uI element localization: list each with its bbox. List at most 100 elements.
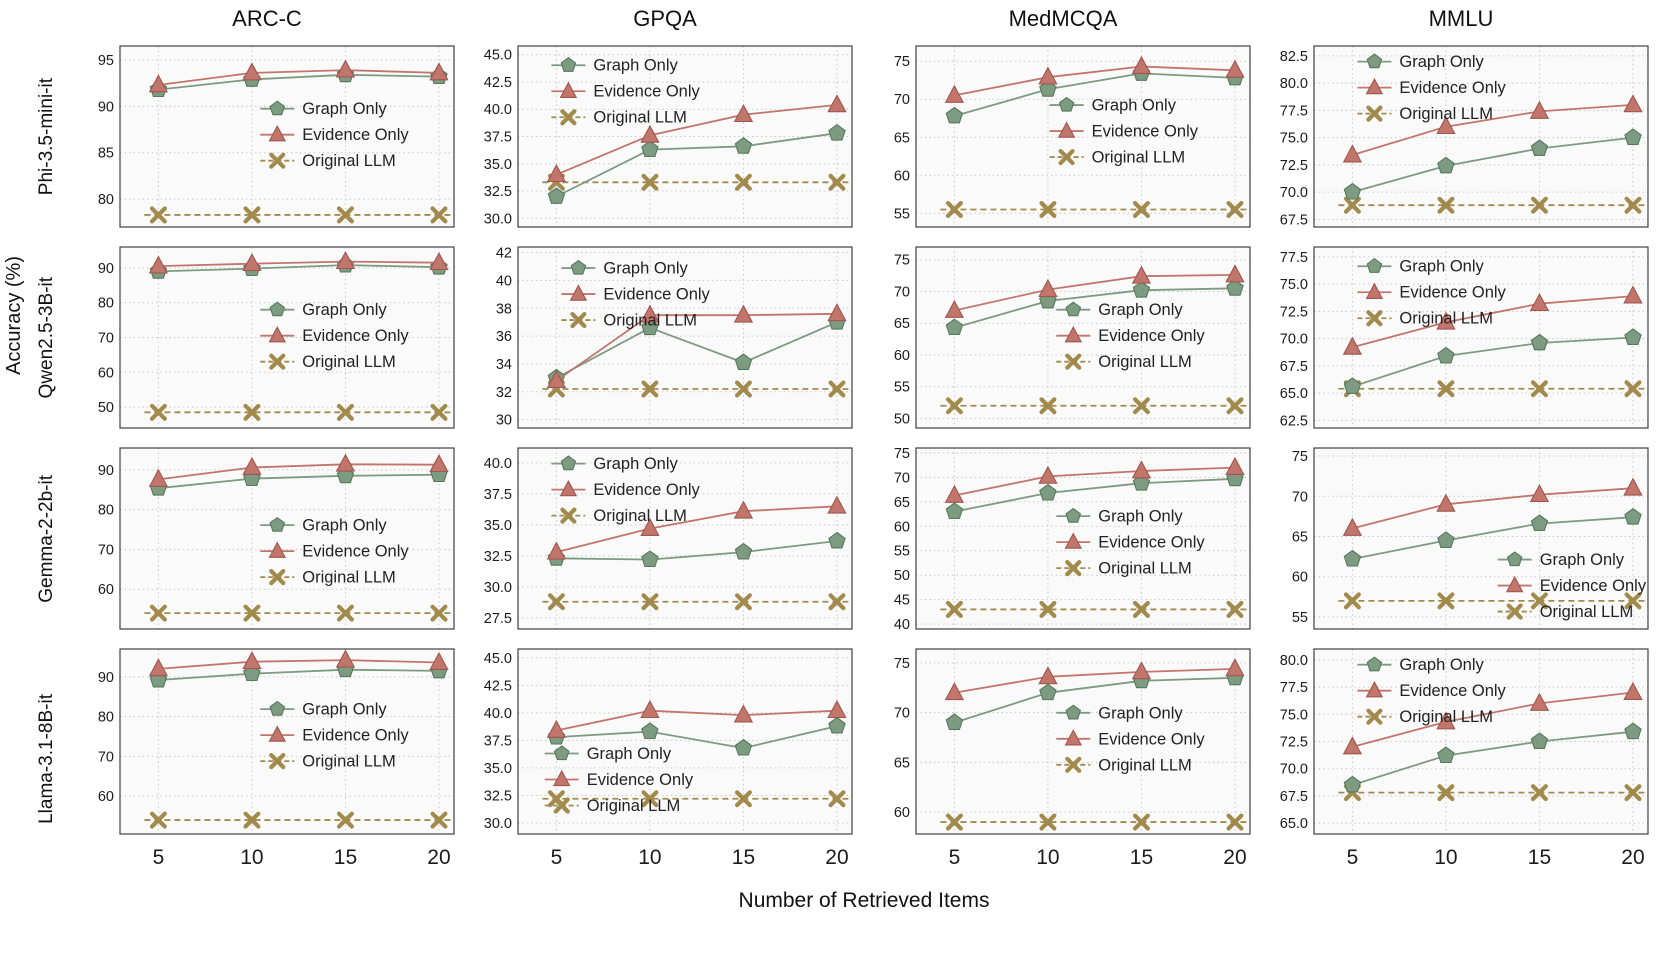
svg-text:50: 50	[894, 411, 910, 427]
svg-text:77.5: 77.5	[1280, 680, 1308, 696]
svg-text:Graph Only: Graph Only	[593, 455, 678, 473]
svg-text:Evidence Only: Evidence Only	[302, 543, 409, 561]
subplot-qwen-gpqa: 42 40 38 36 34 32 30 Graph Only Evidence Only Ori…	[496, 246, 853, 429]
svg-text:Graph Only: Graph Only	[587, 745, 672, 763]
svg-text:Original LLM: Original LLM	[302, 569, 396, 587]
svg-text:65.0: 65.0	[1280, 816, 1308, 832]
svg-text:90: 90	[98, 261, 114, 277]
svg-text:Original LLM: Original LLM	[1399, 105, 1493, 123]
svg-text:70: 70	[98, 542, 114, 558]
svg-text:60: 60	[894, 348, 910, 364]
svg-text:Evidence Only: Evidence Only	[587, 771, 694, 789]
svg-text:60: 60	[98, 582, 114, 598]
svg-text:Graph Only: Graph Only	[603, 260, 688, 278]
svg-text:37.5: 37.5	[484, 130, 512, 146]
column-title-medmcqa: MedMCQA	[1008, 6, 1118, 31]
svg-text:95: 95	[98, 53, 114, 69]
svg-text:Evidence Only: Evidence Only	[302, 727, 409, 745]
svg-text:36: 36	[496, 329, 512, 345]
svg-text:60: 60	[1292, 570, 1308, 586]
svg-text:40.0: 40.0	[484, 102, 512, 118]
svg-text:55: 55	[1292, 610, 1308, 626]
subplot-phi-mmlu: 82.5 80.0 77.5 75.0 72.5 70.0 67.5 Graph Only Ev…	[1280, 45, 1649, 228]
svg-text:15: 15	[334, 846, 357, 869]
svg-text:Evidence Only: Evidence Only	[1399, 79, 1506, 97]
chart-grid: ARC-C GPQA MedMCQA MMLU Phi-3.5-mini-it …	[30, 4, 1656, 913]
svg-text:90: 90	[98, 463, 114, 479]
svg-text:Graph Only: Graph Only	[1098, 704, 1183, 722]
svg-text:80: 80	[98, 192, 114, 208]
svg-text:Evidence Only: Evidence Only	[1098, 327, 1205, 345]
svg-text:Graph Only: Graph Only	[593, 57, 678, 75]
svg-text:72.5: 72.5	[1280, 304, 1308, 320]
svg-text:38: 38	[496, 301, 512, 317]
svg-text:Graph Only: Graph Only	[302, 301, 387, 319]
svg-text:20: 20	[1621, 846, 1644, 869]
svg-text:70: 70	[1292, 489, 1308, 505]
svg-text:Evidence Only: Evidence Only	[603, 286, 710, 304]
svg-text:80.0: 80.0	[1280, 653, 1308, 669]
svg-text:Original LLM: Original LLM	[1098, 756, 1192, 774]
svg-text:Evidence Only: Evidence Only	[1540, 577, 1647, 595]
svg-text:Evidence Only: Evidence Only	[1098, 730, 1205, 748]
svg-text:20: 20	[427, 846, 450, 869]
svg-text:Evidence Only: Evidence Only	[1399, 682, 1506, 700]
svg-text:45.0: 45.0	[484, 651, 512, 667]
subplot-gemma-gpqa: 40.0 37.5 35.0 32.5 30.0 27.5 Graph Only Eviden…	[484, 447, 853, 630]
svg-text:70.0: 70.0	[1280, 332, 1308, 348]
svg-text:30.0: 30.0	[484, 211, 512, 227]
svg-text:Original LLM: Original LLM	[1098, 353, 1192, 371]
svg-text:Graph Only: Graph Only	[302, 517, 387, 535]
svg-text:Graph Only: Graph Only	[1399, 656, 1484, 674]
svg-text:5: 5	[1347, 846, 1359, 869]
svg-text:65: 65	[894, 495, 910, 511]
svg-text:Original LLM: Original LLM	[1399, 708, 1493, 726]
svg-text:Original LLM: Original LLM	[593, 109, 687, 127]
svg-text:Graph Only: Graph Only	[1098, 508, 1183, 526]
svg-text:65: 65	[894, 755, 910, 771]
row-label-gemma: Gemma-2-2b-it	[36, 475, 57, 603]
svg-text:Graph Only: Graph Only	[302, 100, 387, 118]
svg-text:75: 75	[894, 656, 910, 672]
svg-text:60: 60	[98, 365, 114, 381]
svg-text:37.5: 37.5	[484, 733, 512, 749]
svg-text:75.0: 75.0	[1280, 277, 1308, 293]
svg-text:20: 20	[1223, 846, 1246, 869]
svg-text:60: 60	[894, 519, 910, 535]
svg-text:Original LLM: Original LLM	[603, 312, 697, 330]
svg-text:90: 90	[98, 99, 114, 115]
svg-text:32.5: 32.5	[484, 184, 512, 200]
svg-text:60: 60	[894, 168, 910, 184]
svg-text:40: 40	[894, 617, 910, 633]
svg-text:55: 55	[894, 206, 910, 222]
row-label-llama: Llama-3.1-8B-it	[36, 694, 57, 824]
svg-text:45: 45	[894, 593, 910, 609]
subplot-gemma-arc-c: 90 80 70 60 Graph Only Evidence Only Original …	[98, 447, 455, 630]
svg-text:85: 85	[98, 146, 114, 162]
svg-text:77.5: 77.5	[1280, 250, 1308, 266]
column-title-mmlu: MMLU	[1428, 6, 1494, 31]
svg-text:65: 65	[1292, 529, 1308, 545]
svg-text:70: 70	[98, 749, 114, 765]
svg-text:67.5: 67.5	[1280, 789, 1308, 805]
svg-text:45.0: 45.0	[484, 48, 512, 64]
svg-text:15: 15	[732, 846, 755, 869]
svg-text:Original LLM: Original LLM	[587, 797, 681, 815]
subplot-phi-gpqa: 45.0 42.5 40.0 37.5 35.0 32.5 30.0 Graph Only Ev…	[484, 45, 853, 228]
svg-text:Graph Only: Graph Only	[302, 701, 387, 719]
svg-text:10: 10	[638, 846, 661, 869]
svg-text:34: 34	[496, 357, 512, 373]
svg-text:72.5: 72.5	[1280, 735, 1308, 751]
svg-text:30.0: 30.0	[484, 816, 512, 832]
subplot-llama-gpqa: 45.0 42.5 40.0 37.5 35.0 32.5 30.0 5 10 15 20 Graph…	[484, 648, 853, 869]
svg-text:Evidence Only: Evidence Only	[302, 327, 409, 345]
svg-text:70.0: 70.0	[1280, 185, 1308, 201]
svg-text:Graph Only: Graph Only	[1540, 551, 1625, 569]
svg-text:Graph Only: Graph Only	[1092, 97, 1177, 115]
svg-text:Evidence Only: Evidence Only	[593, 481, 700, 499]
svg-text:70: 70	[894, 284, 910, 300]
svg-text:15: 15	[1528, 846, 1551, 869]
subplot-qwen-medmcqa: 75 70 65 60 55 50 Graph Only Evidence Only Origi…	[894, 246, 1251, 429]
svg-text:Original LLM: Original LLM	[1540, 603, 1634, 621]
row-label-qwen: Qwen2.5-3B-it	[36, 277, 57, 399]
